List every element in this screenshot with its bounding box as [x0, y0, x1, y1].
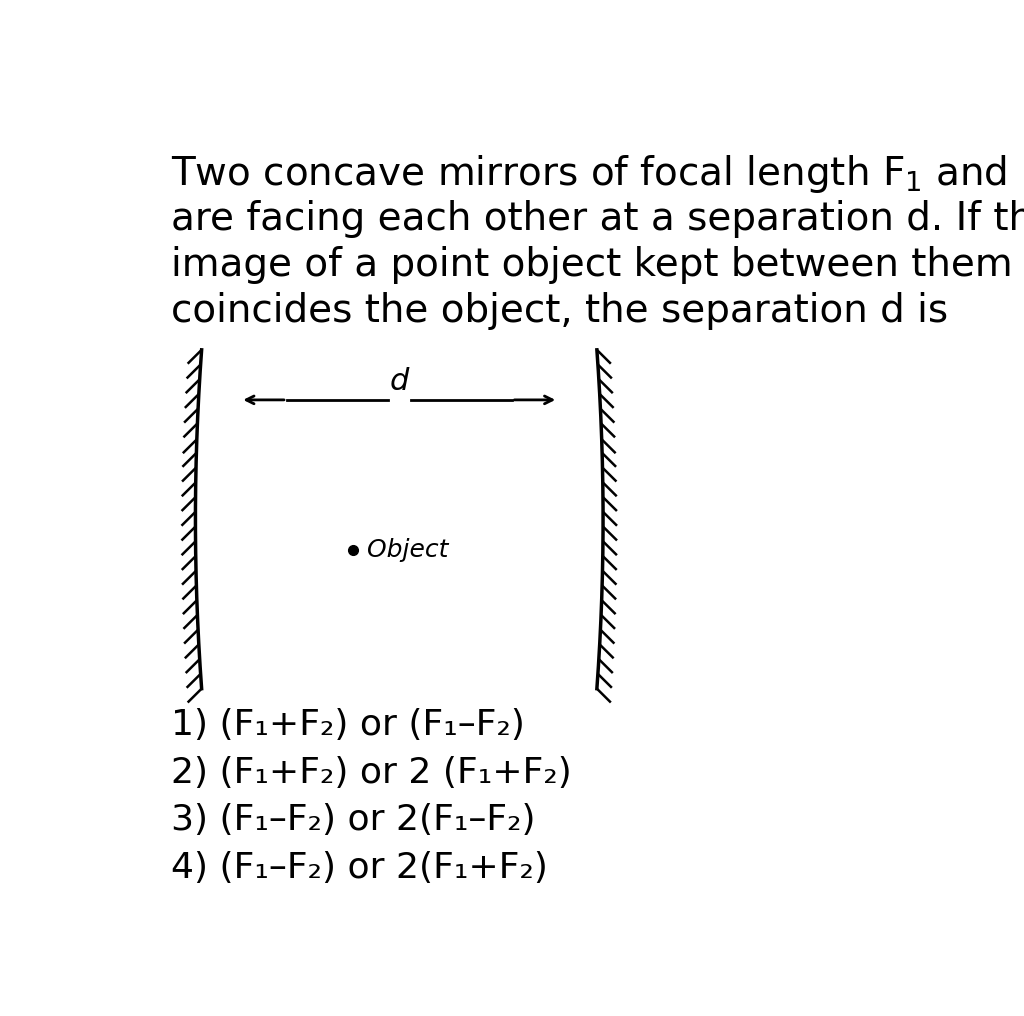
Text: Two concave mirrors of focal length $\mathregular{F_1}$ and $\mathregular{F_2}$: Two concave mirrors of focal length $\ma…	[171, 153, 1024, 195]
Text: are facing each other at a separation d. If the: are facing each other at a separation d.…	[171, 200, 1024, 238]
Text: 1) (F₁+F₂) or (F₁–F₂): 1) (F₁+F₂) or (F₁–F₂)	[171, 708, 524, 742]
Text: Object: Object	[367, 538, 449, 562]
Text: image of a point object kept between them: image of a point object kept between the…	[171, 246, 1013, 283]
Text: coincides the object, the separation d is: coincides the object, the separation d i…	[171, 292, 948, 330]
Text: 4) (F₁–F₂) or 2(F₁+F₂): 4) (F₁–F₂) or 2(F₁+F₂)	[171, 851, 548, 885]
Text: 2) (F₁+F₂) or 2 (F₁+F₂): 2) (F₁+F₂) or 2 (F₁+F₂)	[171, 756, 571, 789]
Text: 3) (F₁–F₂) or 2(F₁–F₂): 3) (F₁–F₂) or 2(F₁–F₂)	[171, 804, 536, 837]
Text: d: d	[389, 367, 409, 396]
